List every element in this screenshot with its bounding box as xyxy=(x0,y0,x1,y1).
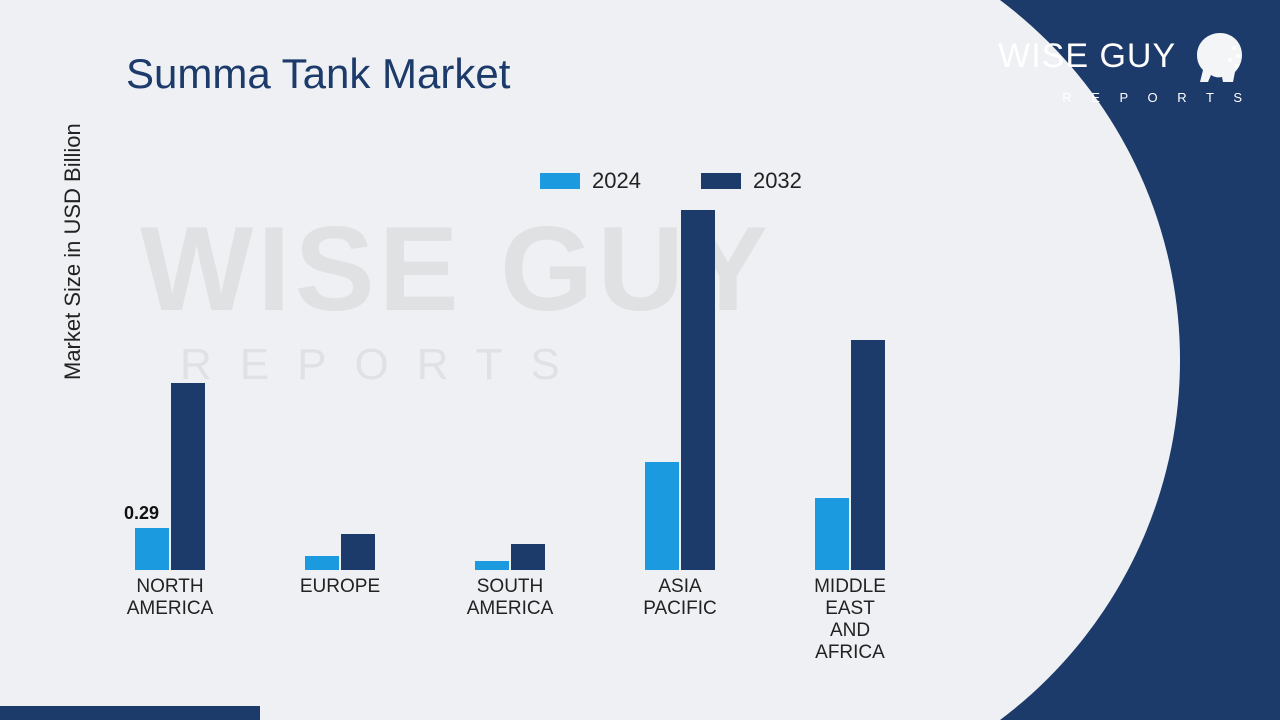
legend-swatch-2032 xyxy=(701,173,741,189)
right-brand-panel xyxy=(960,0,1280,720)
legend-swatch-2024 xyxy=(540,173,580,189)
plot: 0.29 xyxy=(100,210,960,570)
bar xyxy=(135,528,169,570)
bar xyxy=(851,340,885,570)
bar xyxy=(815,498,849,570)
bar-group xyxy=(780,340,920,570)
x-axis-label: NORTHAMERICA xyxy=(100,576,240,620)
bar xyxy=(341,534,375,570)
head-icon xyxy=(1190,28,1250,88)
chart-plot-area: 0.29 xyxy=(100,210,960,570)
footer-accent-bar xyxy=(0,706,260,720)
bar xyxy=(645,462,679,570)
x-axis-label: ASIAPACIFIC xyxy=(610,576,750,620)
bar xyxy=(171,383,205,570)
legend: 2024 2032 xyxy=(540,168,802,194)
legend-label-2032: 2032 xyxy=(753,168,802,194)
bar xyxy=(305,556,339,570)
chart-title: Summa Tank Market xyxy=(126,50,510,98)
bar xyxy=(681,210,715,570)
brand-logo-main: WISE GUY xyxy=(998,28,1250,88)
bar-group xyxy=(440,544,580,570)
bar xyxy=(511,544,545,570)
bar-group xyxy=(100,383,240,570)
bar-group xyxy=(270,534,410,570)
brand-logo: WISE GUY R E P O R T S xyxy=(998,28,1250,105)
bar-value-label: 0.29 xyxy=(124,503,159,524)
legend-item-2024: 2024 xyxy=(540,168,641,194)
y-axis-label: Market Size in USD Billion xyxy=(60,123,86,380)
x-axis-label: SOUTHAMERICA xyxy=(440,576,580,620)
bar-group xyxy=(610,210,750,570)
x-axis-label: EUROPE xyxy=(270,576,410,598)
legend-item-2032: 2032 xyxy=(701,168,802,194)
bar xyxy=(475,561,509,570)
legend-label-2024: 2024 xyxy=(592,168,641,194)
brand-main-text: WISE GUY xyxy=(998,37,1175,75)
x-axis-label: MIDDLEEASTANDAFRICA xyxy=(780,576,920,663)
brand-logo-sub: R E P O R T S xyxy=(998,90,1250,105)
